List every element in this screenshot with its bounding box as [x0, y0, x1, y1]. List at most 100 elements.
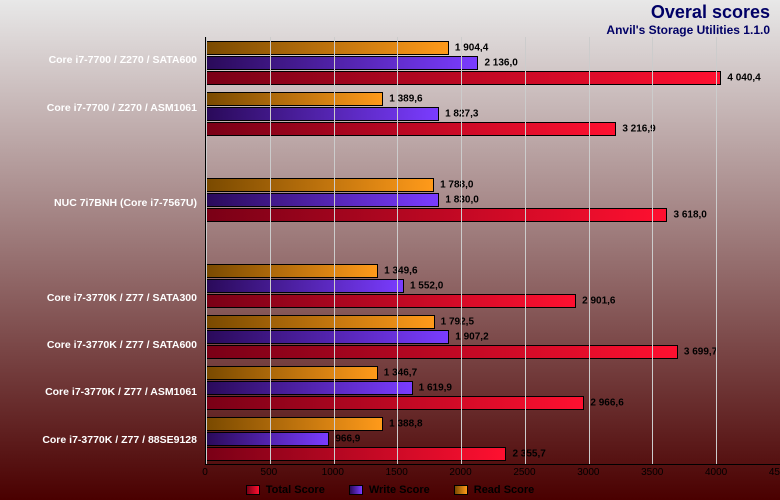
bar-wrap: 4 040,4	[206, 71, 780, 85]
bar-value-label: 2 966,6	[590, 397, 623, 408]
bar-value-label: 3 618,0	[673, 209, 706, 220]
bar-value-label: 1 788,0	[440, 179, 473, 190]
legend-swatch	[349, 485, 363, 495]
bar-wrap: 1 827,3	[206, 107, 780, 121]
y-axis-label: Core i7-3770K / Z77 / SATA600	[0, 322, 205, 369]
plot-area: 1 904,4 2 136,0 4 040,4 1 389,6 1 827,3 3 216…	[205, 37, 780, 464]
gridline	[525, 37, 526, 464]
y-axis-label: Core i7-7700 / Z270 / SATA600	[0, 37, 205, 84]
legend: Total Score Write Score Read Score	[0, 480, 780, 500]
bar-read	[206, 315, 435, 329]
bar-wrap: 1 346,7	[206, 366, 780, 380]
bar-write	[206, 56, 478, 70]
legend-label: Write Score	[369, 484, 430, 496]
bar-value-label: 3 699,7	[684, 346, 717, 357]
bar-read	[206, 417, 383, 431]
bar-wrap: 2 901,6	[206, 294, 780, 308]
bar-value-label: 1 830,0	[445, 194, 478, 205]
bar-value-label: 1 619,9	[419, 382, 452, 393]
legend-item: Write Score	[349, 484, 430, 496]
bar-wrap: 1 619,9	[206, 381, 780, 395]
bar-groups: 1 904,4 2 136,0 4 040,4 1 389,6 1 827,3 3 216…	[206, 37, 780, 464]
y-axis-label	[0, 227, 205, 274]
bar-total	[206, 122, 616, 136]
legend-swatch	[246, 485, 260, 495]
bar-wrap: 1 830,0	[206, 193, 780, 207]
bar-total	[206, 208, 667, 222]
x-tick-label: 0	[202, 467, 208, 478]
bar-group: 1 388,8 966,9 2 355,7	[206, 413, 780, 464]
gridline	[270, 37, 271, 464]
bar-group: 1 349,6 1 552,0 2 901,6	[206, 260, 780, 311]
gridline	[461, 37, 462, 464]
bar-group: 1 904,4 2 136,0 4 040,4	[206, 37, 780, 88]
bar-wrap: 1 792,5	[206, 315, 780, 329]
plot-row: Core i7-7700 / Z270 / SATA600Core i7-770…	[0, 37, 780, 464]
bar-wrap: 966,9	[206, 432, 780, 446]
x-tick-label: 2000	[449, 467, 471, 478]
chart-container: Overal scores Anvil's Storage Utilities …	[0, 0, 780, 500]
bar-total	[206, 294, 576, 308]
bar-read	[206, 366, 378, 380]
bar-value-label: 2 355,7	[512, 448, 545, 459]
bar-wrap: 1 552,0	[206, 279, 780, 293]
bar-value-label: 2 136,0	[484, 57, 517, 68]
bar-wrap: 1 389,6	[206, 92, 780, 106]
bar-group: 1 346,7 1 619,9 2 966,6	[206, 362, 780, 413]
bar-value-label: 1 792,5	[441, 316, 474, 327]
legend-swatch	[454, 485, 468, 495]
chart-subtitle: Anvil's Storage Utilities 1.1.0	[0, 23, 770, 37]
bar-wrap: 3 699,7	[206, 345, 780, 359]
x-axis-row: 050010001500200025003000350040004500	[0, 464, 780, 480]
x-axis: 050010001500200025003000350040004500	[205, 464, 780, 480]
legend-label: Total Score	[266, 484, 325, 496]
bar-group: 1 788,0 1 830,0 3 618,0	[206, 174, 780, 225]
x-tick-label: 500	[261, 467, 278, 478]
bar-wrap: 1 388,8	[206, 417, 780, 431]
y-axis-labels: Core i7-7700 / Z270 / SATA600Core i7-770…	[0, 37, 205, 464]
bar-write	[206, 279, 404, 293]
bar-read	[206, 264, 378, 278]
chart-title: Overal scores	[0, 2, 770, 23]
gridline	[589, 37, 590, 464]
bar-wrap: 1 788,0	[206, 178, 780, 192]
bar-write	[206, 193, 439, 207]
x-tick-label: 3000	[577, 467, 599, 478]
group-spacer	[206, 225, 780, 260]
legend-item: Total Score	[246, 484, 325, 496]
gridline	[206, 37, 207, 464]
bar-wrap: 1 904,4	[206, 41, 780, 55]
x-tick-label: 1500	[386, 467, 408, 478]
bar-wrap: 3 216,9	[206, 122, 780, 136]
group-spacer	[206, 139, 780, 174]
bar-wrap: 2 136,0	[206, 56, 780, 70]
bar-read	[206, 178, 434, 192]
bar-group: 1 792,5 1 907,2 3 699,7	[206, 311, 780, 362]
bar-wrap: 1 907,2	[206, 330, 780, 344]
bar-write	[206, 330, 449, 344]
gridline	[334, 37, 335, 464]
x-tick-label: 4000	[705, 467, 727, 478]
bar-write	[206, 432, 329, 446]
bar-total	[206, 396, 584, 410]
bar-total	[206, 71, 721, 85]
gridline	[652, 37, 653, 464]
chart-title-area: Overal scores Anvil's Storage Utilities …	[0, 0, 780, 37]
bar-value-label: 1 904,4	[455, 42, 488, 53]
bar-read	[206, 92, 383, 106]
bar-value-label: 1 349,6	[384, 265, 417, 276]
bar-value-label: 1 389,6	[389, 93, 422, 104]
x-axis-spacer	[0, 464, 205, 480]
bar-wrap: 2 966,6	[206, 396, 780, 410]
bar-value-label: 1 388,8	[389, 418, 422, 429]
bar-value-label: 3 216,9	[622, 123, 655, 134]
bar-value-label: 966,9	[335, 433, 360, 444]
x-tick-label: 3500	[641, 467, 663, 478]
y-axis-label: Core i7-3770K / Z77 / ASM1061	[0, 369, 205, 416]
bar-read	[206, 41, 449, 55]
bar-write	[206, 107, 439, 121]
bar-value-label: 1 552,0	[410, 280, 443, 291]
bar-wrap: 3 618,0	[206, 208, 780, 222]
legend-label: Read Score	[474, 484, 535, 496]
y-axis-label: Core i7-3770K / Z77 / SATA300	[0, 274, 205, 321]
